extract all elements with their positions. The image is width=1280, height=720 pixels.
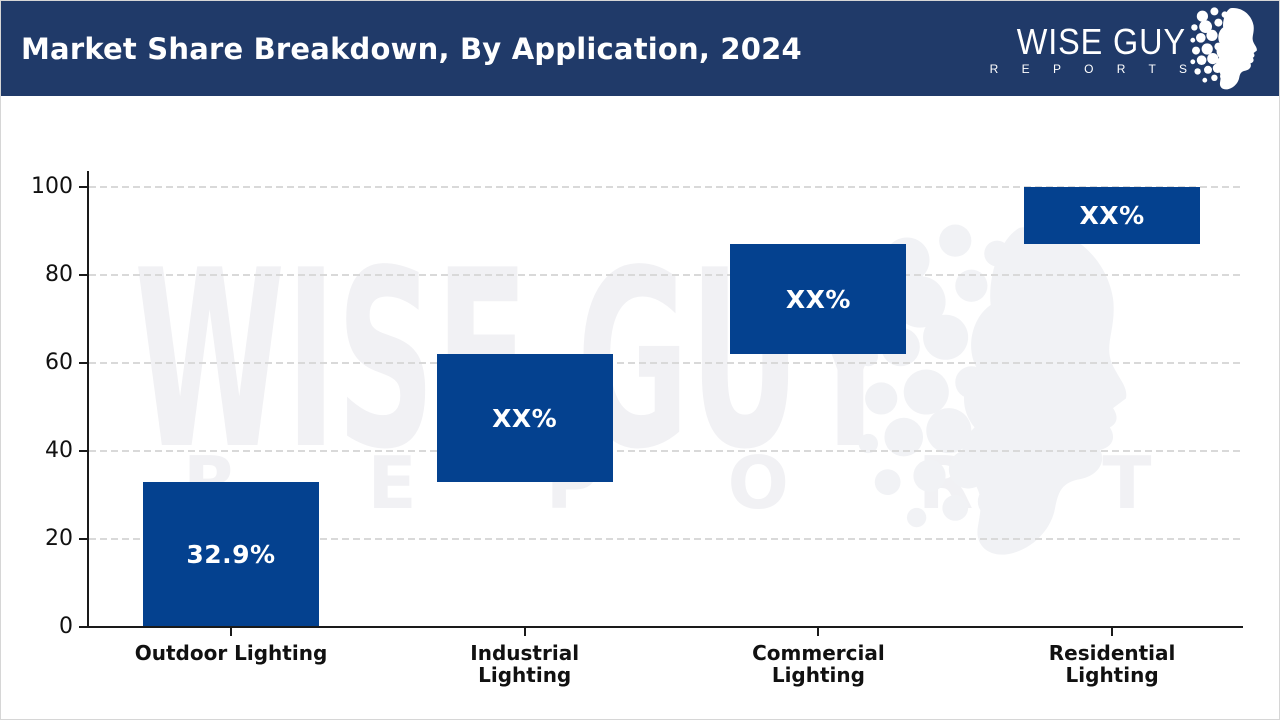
y-tick (79, 450, 87, 452)
y-tick (79, 538, 87, 540)
x-category-label: Commercial Lighting (752, 641, 885, 687)
header-bar: Market Share Breakdown, By Application, … (1, 1, 1279, 96)
gridline-80 (89, 274, 1241, 276)
gridline-60 (89, 362, 1241, 364)
y-tick (79, 626, 87, 628)
y-tick-label: 100 (31, 174, 73, 199)
dot-face-profile-icon (1190, 7, 1257, 90)
x-tick (230, 628, 232, 636)
y-tick (79, 186, 87, 188)
gridline-20 (89, 538, 1241, 540)
y-tick-label: 40 (45, 438, 73, 463)
bar-value-label: 32.9% (186, 540, 276, 570)
y-tick-label: 0 (59, 614, 73, 639)
gridline-40 (89, 450, 1241, 452)
y-axis-line (87, 171, 89, 628)
bar-commercial-lighting: XX% (730, 244, 907, 355)
page-title: Market Share Breakdown, By Application, … (21, 32, 802, 66)
x-category-label: Residential Lighting (1048, 641, 1176, 687)
x-category-label: Industrial Lighting (470, 641, 580, 687)
y-tick-label: 60 (45, 350, 73, 375)
y-tick (79, 362, 87, 364)
x-category-label: Outdoor Lighting (134, 641, 328, 665)
logo-subtext: R E P O R T S (989, 61, 1197, 76)
bar-value-label: XX% (785, 284, 851, 314)
bar-outdoor-lighting: 32.9% (143, 482, 319, 627)
bar-value-label: XX% (492, 403, 558, 433)
bar-value-label: XX% (1079, 201, 1145, 231)
logo-text-block: WISE GUY R E P O R T S (984, 20, 1197, 76)
x-tick (1111, 628, 1114, 636)
x-axis-line (87, 626, 1243, 628)
brand-logo: WISE GUY R E P O R T S (984, 5, 1269, 93)
logo-wordmark: WISE GUY (1016, 20, 1186, 62)
x-tick (817, 628, 820, 636)
y-tick-label: 20 (45, 526, 73, 551)
y-tick (79, 274, 87, 276)
gridline-100 (89, 186, 1241, 188)
y-tick-label: 80 (45, 262, 73, 287)
bar-residential-lighting: XX% (1024, 187, 1201, 245)
bar-industrial-lighting: XX% (436, 354, 613, 483)
x-tick (523, 628, 526, 636)
